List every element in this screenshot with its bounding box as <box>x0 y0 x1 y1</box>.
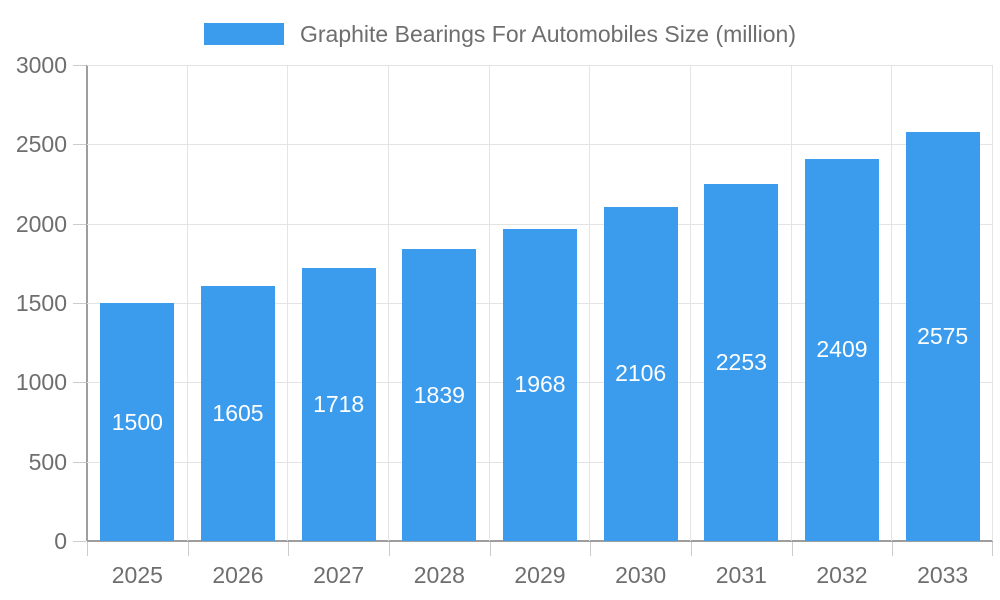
x-axis-tick <box>691 542 692 556</box>
plot-area: 0 500 1000 1500 2000 2500 3000 1500 2025 1605 2026… <box>16 52 993 588</box>
y-axis-tick <box>73 541 86 542</box>
bar-2030[interactable]: 2106 <box>603 206 678 541</box>
vertical-gridline <box>488 65 490 541</box>
y-axis-tick-label: 1500 <box>15 290 67 316</box>
x-axis-tick <box>791 542 793 556</box>
bar-2027[interactable]: 1718 <box>301 268 376 541</box>
x-axis-tick <box>590 542 592 556</box>
bar-2029[interactable]: 1968 <box>503 228 577 541</box>
vertical-gridline <box>891 65 893 541</box>
x-axis-tick <box>288 542 290 556</box>
y-axis-tick-label: 3000 <box>15 52 67 78</box>
legend-swatch-icon <box>204 23 284 45</box>
legend-label: Graphite Bearings For Automobiles Size (… <box>300 20 796 47</box>
y-axis-tick <box>73 303 86 304</box>
y-axis-tick-label: 2500 <box>15 131 67 158</box>
vertical-gridline <box>690 65 691 541</box>
x-axis-tick <box>87 542 88 556</box>
y-axis-tick-label: 0 <box>54 528 67 554</box>
x-axis-tick-label: 2032 <box>816 562 868 588</box>
x-axis-line <box>87 540 993 542</box>
vertical-gridline <box>186 65 188 541</box>
bar-2025[interactable]: 1500 <box>100 303 175 541</box>
x-axis-tick <box>992 542 993 556</box>
bar-2031[interactable]: 2253 <box>704 183 779 541</box>
x-axis-tick <box>389 542 390 556</box>
x-axis-tick-label: 2025 <box>111 562 163 588</box>
x-axis-tick-label: 2031 <box>715 562 767 588</box>
chart-legend[interactable]: Graphite Bearings For Automobiles Size (… <box>0 20 1000 48</box>
bar-value-label: 1968 <box>514 371 566 398</box>
x-axis-tick-label: 2033 <box>917 562 969 588</box>
bar-value-label: 2575 <box>917 323 969 350</box>
x-axis-tick <box>187 542 189 556</box>
bar-value-label: 1839 <box>413 381 465 408</box>
x-axis-tick-label: 2029 <box>514 562 566 588</box>
x-axis-tick <box>892 542 894 556</box>
x-axis-tick-label: 2027 <box>313 562 365 588</box>
bar-2032[interactable]: 2409 <box>805 158 879 541</box>
bar-2033[interactable]: 2575 <box>905 132 980 541</box>
y-axis-tick <box>73 144 86 146</box>
y-axis-tick <box>73 461 86 463</box>
y-axis-tick <box>73 223 86 225</box>
bar-2028[interactable]: 1839 <box>402 249 477 541</box>
vertical-gridline <box>790 65 792 541</box>
x-axis-tick <box>489 542 491 556</box>
horizontal-gridline <box>87 65 993 66</box>
y-axis-tick <box>73 65 86 66</box>
bar-value-label: 1718 <box>313 391 365 418</box>
vertical-gridline <box>992 65 993 541</box>
y-axis-tick <box>73 382 86 384</box>
y-axis-tick-label: 500 <box>28 448 67 475</box>
bar-value-label: 1605 <box>212 400 264 427</box>
horizontal-gridline <box>87 144 993 146</box>
bar-value-label: 1500 <box>111 408 163 435</box>
bar-value-label: 2253 <box>715 348 767 375</box>
vertical-gridline <box>388 65 389 541</box>
bar-2026[interactable]: 1605 <box>201 286 275 541</box>
vertical-gridline <box>287 65 289 541</box>
bar-value-label: 2409 <box>816 336 868 363</box>
y-axis-tick-label: 2000 <box>15 210 67 237</box>
x-axis-tick-label: 2026 <box>212 562 264 588</box>
x-axis-tick-label: 2030 <box>615 562 667 588</box>
vertical-gridline <box>589 65 591 541</box>
horizontal-gridline <box>87 223 993 225</box>
y-axis-tick-label: 1000 <box>15 369 67 396</box>
bar-value-label: 2106 <box>615 360 667 387</box>
x-axis-tick-label: 2028 <box>413 562 465 588</box>
